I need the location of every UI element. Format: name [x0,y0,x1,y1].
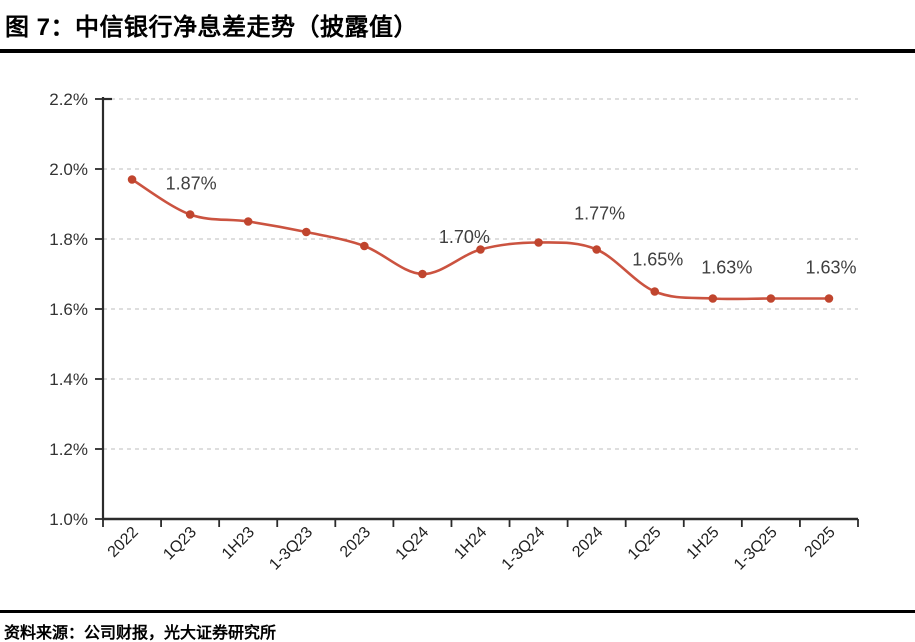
x-tick-label: 1Q24 [393,524,433,564]
data-point-label: 1.77% [574,204,625,224]
x-tick-label: 1H24 [451,524,490,563]
data-point-marker [243,217,253,226]
data-point-label: 1.65% [632,250,683,270]
data-point-marker [650,287,660,296]
title-divider [0,49,915,53]
data-point-marker [301,227,311,237]
data-point-label: 1.63% [701,258,752,278]
y-tick-label: 1.8% [49,230,88,249]
data-point-marker [708,294,718,303]
data-point-label: 1.87% [166,174,217,194]
y-tick-label: 1.0% [49,510,88,529]
x-tick-label: 1-3Q24 [499,524,549,574]
y-tick-label: 1.2% [49,440,88,459]
data-point-marker [360,241,369,251]
x-tick-label: 2025 [802,524,839,561]
data-point-label: 1.63% [805,258,856,278]
x-tick-label: 2023 [337,524,374,561]
x-tick-label: 1-3Q23 [266,524,316,574]
data-point-label: 1.70% [439,227,490,247]
data-point-marker [534,238,543,247]
data-point-marker [418,269,427,279]
y-tick-label: 2.2% [49,90,88,109]
y-tick-label: 1.4% [49,370,88,389]
x-tick-label: 1H25 [684,524,723,563]
x-tick-label: 1Q23 [160,524,200,564]
data-point-marker [476,245,485,254]
x-tick-label: 1-3Q25 [731,524,781,574]
figure-title: 图 7：中信银行净息差走势（披露值） [5,14,419,41]
nim-trend-line-chart: 1.0% 1.2% 1.4% 1.6% 1.8% 2.0% 2.2% 2022 1Q23 1H23… [49,90,859,574]
x-tick-label: 2024 [569,524,606,561]
y-tick-label: 2.0% [49,160,88,179]
data-point-marker [766,294,776,303]
data-point-marker [127,175,137,184]
source-note: 资料来源：公司财报，光大证券研究所 [4,625,277,642]
x-tick-label: 1Q25 [625,524,665,564]
data-point-marker [592,245,601,254]
source-divider [0,610,915,613]
x-tick-label: 1H23 [219,524,258,563]
x-tick-label: 2022 [105,524,142,561]
data-point-marker [185,210,195,219]
y-tick-label: 1.6% [49,300,88,319]
data-point-marker [824,294,834,303]
